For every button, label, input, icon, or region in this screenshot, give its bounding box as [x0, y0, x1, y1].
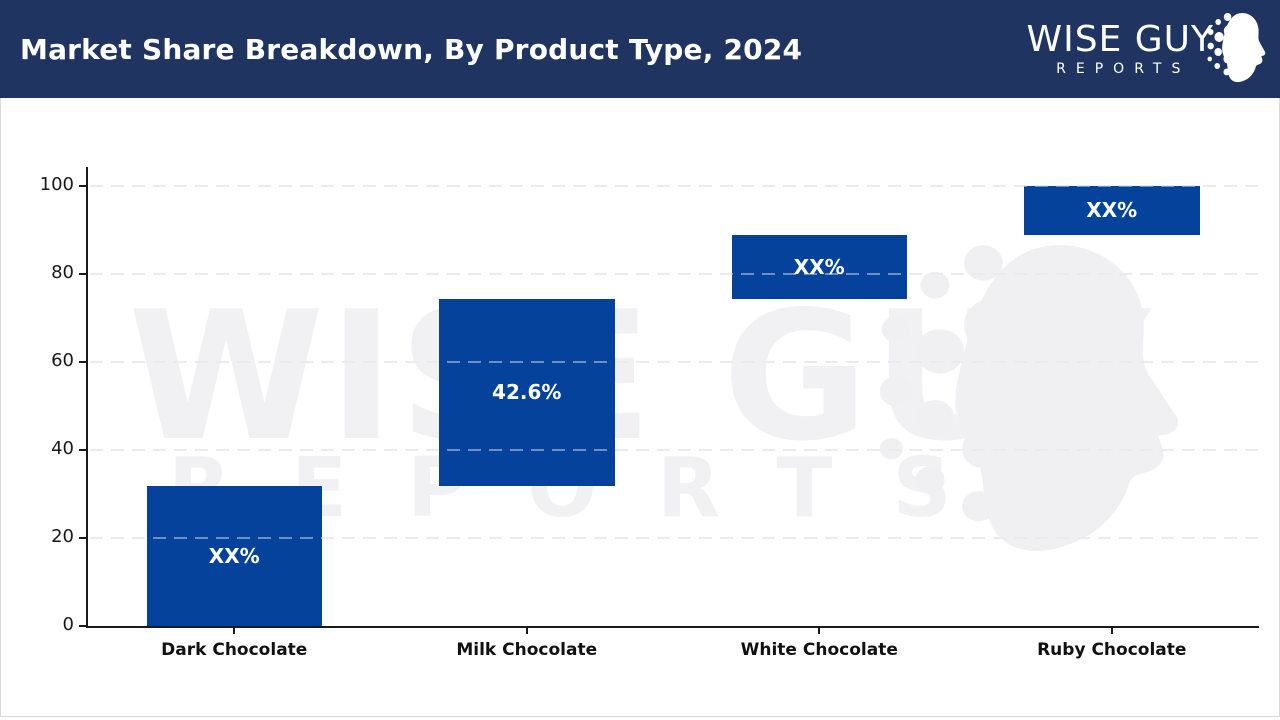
wiseguy-logo-text: WISE GUY REPORTS [1026, 19, 1215, 77]
x-tick-mark [525, 628, 528, 634]
logo-brand-name: WISE GUY [1026, 19, 1214, 60]
gridline-overlay [90, 537, 1258, 539]
bar-value-label: XX% [793, 254, 845, 279]
x-category-label: Milk Chocolate [456, 640, 598, 660]
bar-white-chocolate: XX% [731, 234, 907, 299]
y-tick-mark [79, 361, 87, 363]
x-category-label: Ruby Chocolate [1037, 640, 1187, 660]
y-axis-line [86, 167, 88, 628]
x-axis-line [86, 626, 1259, 628]
y-tick-label: 80 [51, 262, 74, 283]
gridline [90, 449, 1258, 451]
page-title: Market Share Breakdown, By Product Type,… [20, 32, 803, 66]
gridline [90, 273, 1258, 275]
y-tick-mark [79, 273, 87, 275]
bar-dark-chocolate: XX% [146, 486, 322, 626]
bar-value-label: 42.6% [492, 380, 562, 405]
gridline [90, 537, 1258, 539]
gridline-overlay [90, 273, 1258, 275]
y-tick-label: 60 [51, 350, 74, 371]
logo-brand-subtitle: REPORTS [1056, 61, 1191, 77]
bar-milk-chocolate: 42.6% [439, 298, 615, 487]
x-tick-mark [233, 628, 236, 634]
y-tick-label: 0 [62, 614, 74, 635]
bar-value-label: XX% [208, 544, 260, 569]
left-border-line [0, 98, 1, 716]
y-tick-mark [79, 449, 87, 451]
x-tick-mark [1110, 628, 1113, 634]
bottom-divider [0, 716, 1280, 717]
header: Market Share Breakdown, By Product Type,… [0, 0, 1280, 98]
wiseguy-head-icon [1207, 12, 1266, 83]
gridline-overlay [90, 361, 1258, 363]
y-tick-label: 20 [51, 526, 74, 547]
gridline [90, 185, 1258, 187]
y-tick-label: 100 [39, 174, 74, 195]
y-tick-mark [79, 185, 87, 187]
x-category-label: White Chocolate [740, 640, 898, 660]
bar-value-label: XX% [1086, 198, 1138, 223]
y-tick-mark [79, 625, 87, 627]
x-tick-mark [818, 628, 821, 634]
bar-ruby-chocolate: XX% [1024, 186, 1200, 235]
gridline-overlay [90, 185, 1258, 187]
gridline [90, 361, 1258, 363]
y-tick-label: 40 [51, 438, 74, 459]
x-category-label: Dark Chocolate [161, 640, 308, 660]
y-tick-mark [79, 537, 87, 539]
gridline-overlay [90, 449, 1258, 451]
wiseguy-logo: WISE GUY REPORTS [1027, 10, 1267, 88]
